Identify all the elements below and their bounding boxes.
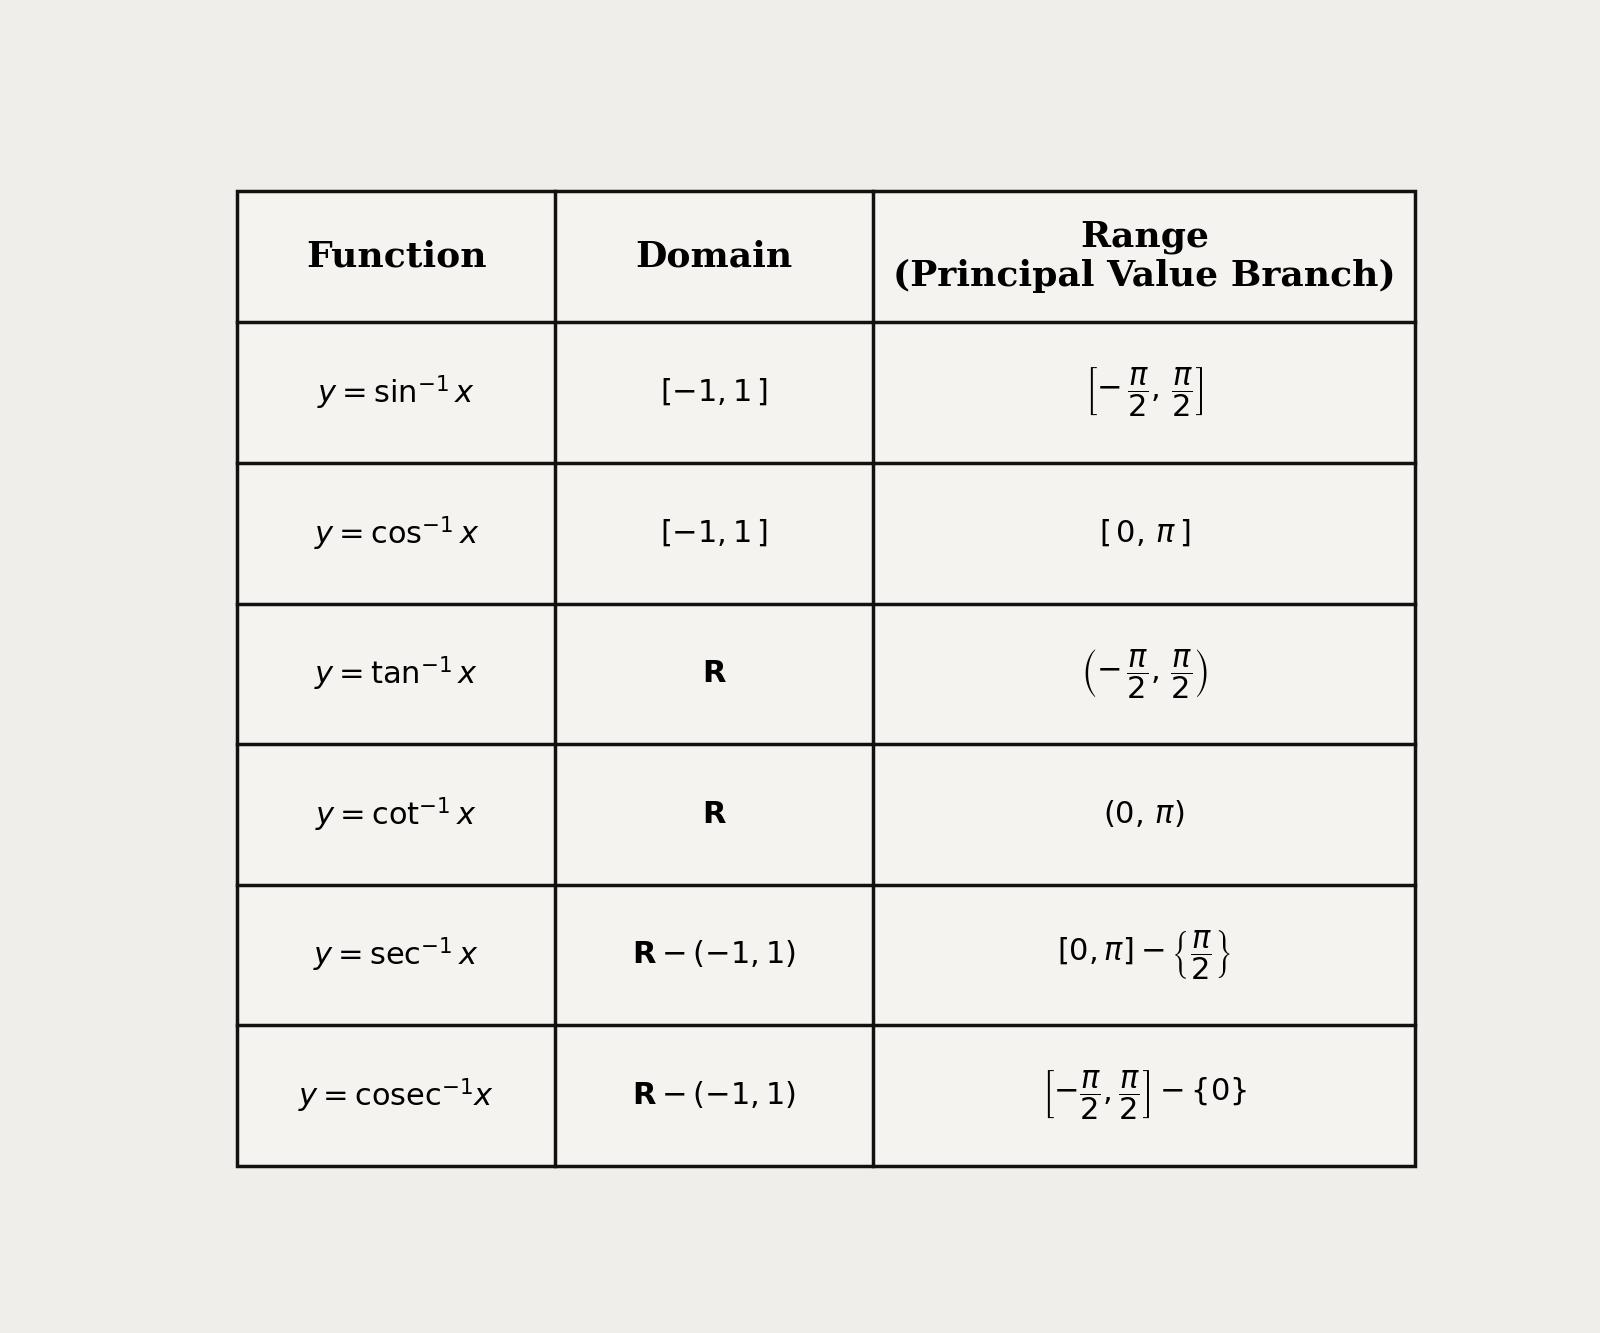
Text: $\mathbf{R}$: $\mathbf{R}$: [702, 798, 726, 830]
Text: $\mathbf{R}$: $\mathbf{R}$: [702, 659, 726, 689]
Text: $\left[-\,\dfrac{\pi}{2},\,\dfrac{\pi}{2}\right]$: $\left[-\,\dfrac{\pi}{2},\,\dfrac{\pi}{2…: [1085, 365, 1203, 420]
Text: Function: Function: [306, 240, 486, 273]
Text: $(0,\, \pi)$: $(0,\, \pi)$: [1104, 798, 1186, 830]
Text: $[-1, 1\,]$: $[-1, 1\,]$: [661, 517, 768, 549]
Text: $y = \tan^{-1} x$: $y = \tan^{-1} x$: [314, 655, 478, 693]
Text: $y = \cos^{-1} x$: $y = \cos^{-1} x$: [314, 515, 478, 552]
Text: Range
(Principal Value Branch): Range (Principal Value Branch): [893, 220, 1395, 293]
Text: $y = \mathrm{cosec}^{-1} x$: $y = \mathrm{cosec}^{-1} x$: [298, 1076, 494, 1114]
Text: $\left[-\dfrac{\pi}{2},\dfrac{\pi}{2}\right] - \{0\}$: $\left[-\dfrac{\pi}{2},\dfrac{\pi}{2}\ri…: [1042, 1069, 1246, 1122]
Text: $[0, \pi] - \left\{\dfrac{\pi}{2}\right\}$: $[0, \pi] - \left\{\dfrac{\pi}{2}\right\…: [1058, 928, 1232, 981]
Text: $\left(-\,\dfrac{\pi}{2},\,\dfrac{\pi}{2}\right)$: $\left(-\,\dfrac{\pi}{2},\,\dfrac{\pi}{2…: [1080, 647, 1208, 701]
Text: Domain: Domain: [635, 240, 794, 273]
Text: $y = \sin^{-1} x$: $y = \sin^{-1} x$: [317, 373, 475, 412]
Text: $[\,0,\, \pi\,]$: $[\,0,\, \pi\,]$: [1099, 517, 1190, 549]
Text: $y = \cot^{-1} x$: $y = \cot^{-1} x$: [315, 796, 477, 833]
Text: $y = \sec^{-1} x$: $y = \sec^{-1} x$: [314, 936, 478, 974]
Text: $\mathbf{R} - (-1, 1)$: $\mathbf{R} - (-1, 1)$: [632, 1080, 797, 1110]
Text: $[- 1, 1\,]$: $[- 1, 1\,]$: [661, 377, 768, 408]
Text: $\mathbf{R} - (-1, 1)$: $\mathbf{R} - (-1, 1)$: [632, 940, 797, 970]
